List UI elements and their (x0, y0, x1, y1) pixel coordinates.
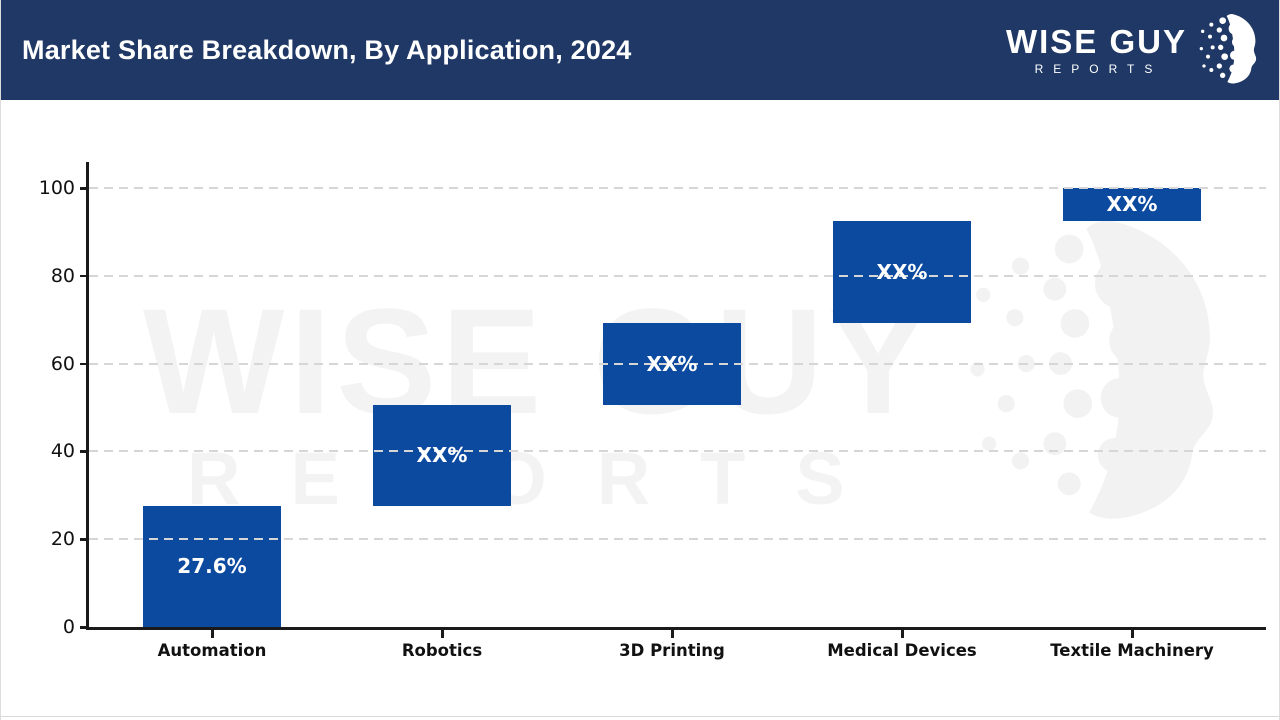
x-category-label: 3D Printing (619, 641, 725, 660)
bar-textile-machinery (1063, 188, 1201, 221)
gridline-y-80 (89, 274, 1266, 277)
y-tick-mark (80, 626, 89, 629)
brand-logo: WISE GUY REPORTS (1006, 10, 1263, 90)
y-tick-label: 100 (38, 177, 75, 199)
x-axis-line (86, 627, 1266, 630)
bar-robotics (373, 404, 511, 506)
y-tick-label: 60 (50, 352, 75, 375)
gridline-y-100 (89, 187, 1266, 189)
y-tick-mark (80, 274, 89, 278)
gridline-y-20 (89, 538, 1266, 541)
y-tick-label: 40 (50, 440, 75, 463)
bar-value-label: XX% (1106, 192, 1158, 217)
brand-name: WISE GUY (1005, 22, 1187, 60)
x-category-label: Robotics (401, 641, 483, 660)
bar-value-label: XX% (646, 352, 698, 377)
x-tick-mark (671, 629, 674, 638)
gridline-y-60 (89, 362, 1266, 365)
watermark-face-icon (970, 220, 1213, 519)
bar-value-label: 27.6% (177, 554, 247, 579)
header-bar: Market Share Breakdown, By Application, … (1, 0, 1279, 100)
brand-subname: REPORTS (1034, 61, 1163, 76)
y-tick-mark (80, 538, 89, 541)
gridline-y-40 (89, 450, 1266, 453)
face-profile-icon (1199, 14, 1257, 84)
y-tick-mark (80, 362, 89, 366)
y-tick-mark (80, 187, 89, 190)
x-tick-mark (901, 629, 904, 638)
waterfall-chart: 0 20 40 60 80 100 27.6% Automation XX% Robotics XX… (1, 100, 1279, 720)
bar-value-label: XX% (876, 260, 928, 285)
x-category-label: Textile Machinery (1050, 641, 1214, 660)
bar-automation (143, 505, 281, 627)
x-category-label: Medical Devices (827, 641, 977, 660)
bar-medical-devices (833, 220, 971, 324)
footer-divider (1, 716, 1279, 717)
x-tick-mark (1131, 629, 1134, 638)
y-tick-label: 0 (62, 616, 75, 638)
page-title: Market Share Breakdown, By Application, … (22, 34, 632, 65)
y-tick-label: 20 (50, 528, 75, 551)
brand-logo-text: WISE GUY REPORTS (1006, 25, 1187, 76)
x-category-label: Automation (157, 641, 267, 660)
y-tick-mark (80, 450, 89, 453)
watermark-brand-subname: REPORTS (187, 437, 895, 520)
y-tick-label: 80 (50, 264, 75, 287)
bar-value-label: XX% (416, 443, 468, 468)
x-tick-mark (441, 629, 444, 638)
x-tick-mark (211, 629, 214, 638)
y-axis-line (86, 161, 89, 630)
watermark-brand-name: WISE GUY (143, 277, 934, 445)
